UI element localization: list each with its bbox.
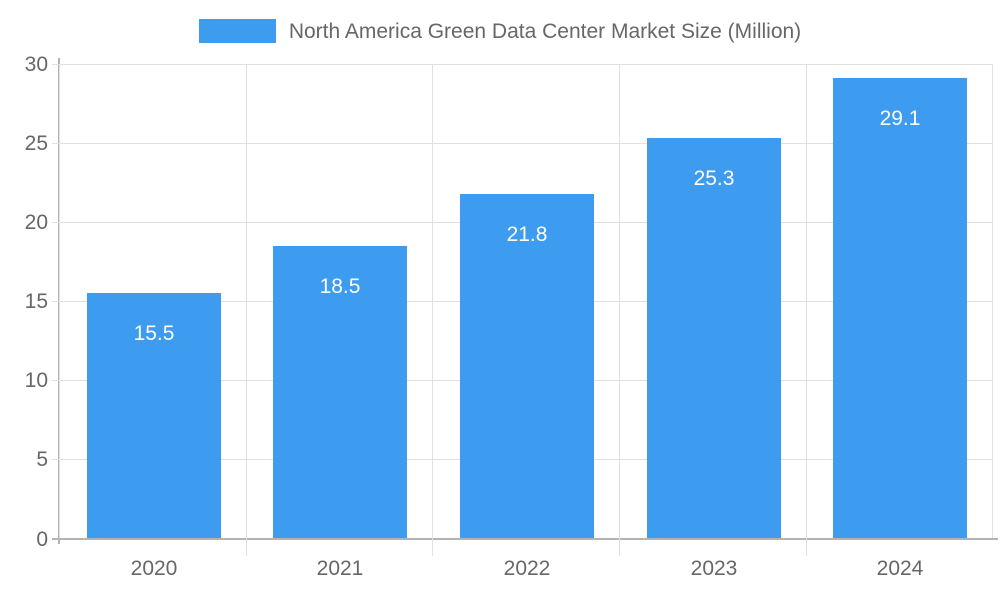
plot-area: 15.5 18.5 21.8 25.3 29.1: [59, 64, 993, 556]
gridline-v-1: [246, 64, 247, 538]
x-tick-mark-3: [619, 538, 620, 556]
gridline-v-3: [619, 64, 620, 538]
bar-value-2022: 21.8: [506, 223, 548, 246]
legend-label: North America Green Data Center Market S…: [288, 19, 802, 43]
y-tick-label-20: 20: [24, 211, 48, 234]
x-tick-label-2022: 2022: [503, 557, 551, 580]
y-tick-label-15: 15: [24, 290, 48, 313]
gridline-v-2: [432, 64, 433, 538]
y-tick-mark-30: [52, 64, 59, 65]
x-tick-label-2020: 2020: [130, 557, 178, 580]
gridline-h-30: [59, 64, 993, 65]
y-axis-tick-labels: 30 25 20 15 10 5 0: [0, 0, 48, 600]
gridline-v-0: [59, 64, 60, 538]
gridline-h-25: [59, 143, 993, 144]
bar-2023[interactable]: [647, 138, 781, 538]
bar-2024[interactable]: [833, 78, 967, 538]
legend-item-series-1[interactable]: North America Green Data Center Market S…: [198, 19, 802, 43]
y-tick-mark-25: [52, 143, 59, 144]
gridline-v-4: [806, 64, 807, 538]
y-tick-label-25: 25: [24, 132, 48, 155]
x-axis-line: [52, 538, 998, 540]
x-tick-label-2024: 2024: [876, 557, 924, 580]
y-tick-mark-5: [52, 459, 59, 460]
x-tick-mark-2: [432, 538, 433, 556]
y-tick-mark-10: [52, 380, 59, 381]
y-tick-label-30: 30: [24, 53, 48, 76]
legend-color-swatch[interactable]: [198, 19, 276, 43]
x-tick-mark-4: [806, 538, 807, 556]
x-tick-label-2023: 2023: [690, 557, 738, 580]
bar-2022[interactable]: [460, 194, 594, 538]
y-tick-mark-20: [52, 222, 59, 223]
y-tick-label-0: 0: [36, 528, 48, 551]
x-tick-label-2021: 2021: [316, 557, 364, 580]
bar-value-2023: 25.3: [693, 167, 735, 190]
bar-value-2024: 29.1: [879, 107, 921, 130]
x-tick-mark-1: [246, 538, 247, 556]
gridline-v-5: [992, 64, 993, 538]
y-tick-mark-15: [52, 301, 59, 302]
y-tick-label-10: 10: [24, 369, 48, 392]
chart-legend: North America Green Data Center Market S…: [0, 14, 1000, 48]
bar-value-2020: 15.5: [133, 322, 175, 345]
bar-value-2021: 18.5: [319, 275, 361, 298]
bar-2021[interactable]: [273, 246, 407, 538]
bar-2020[interactable]: [87, 293, 221, 538]
y-tick-label-5: 5: [36, 448, 48, 471]
